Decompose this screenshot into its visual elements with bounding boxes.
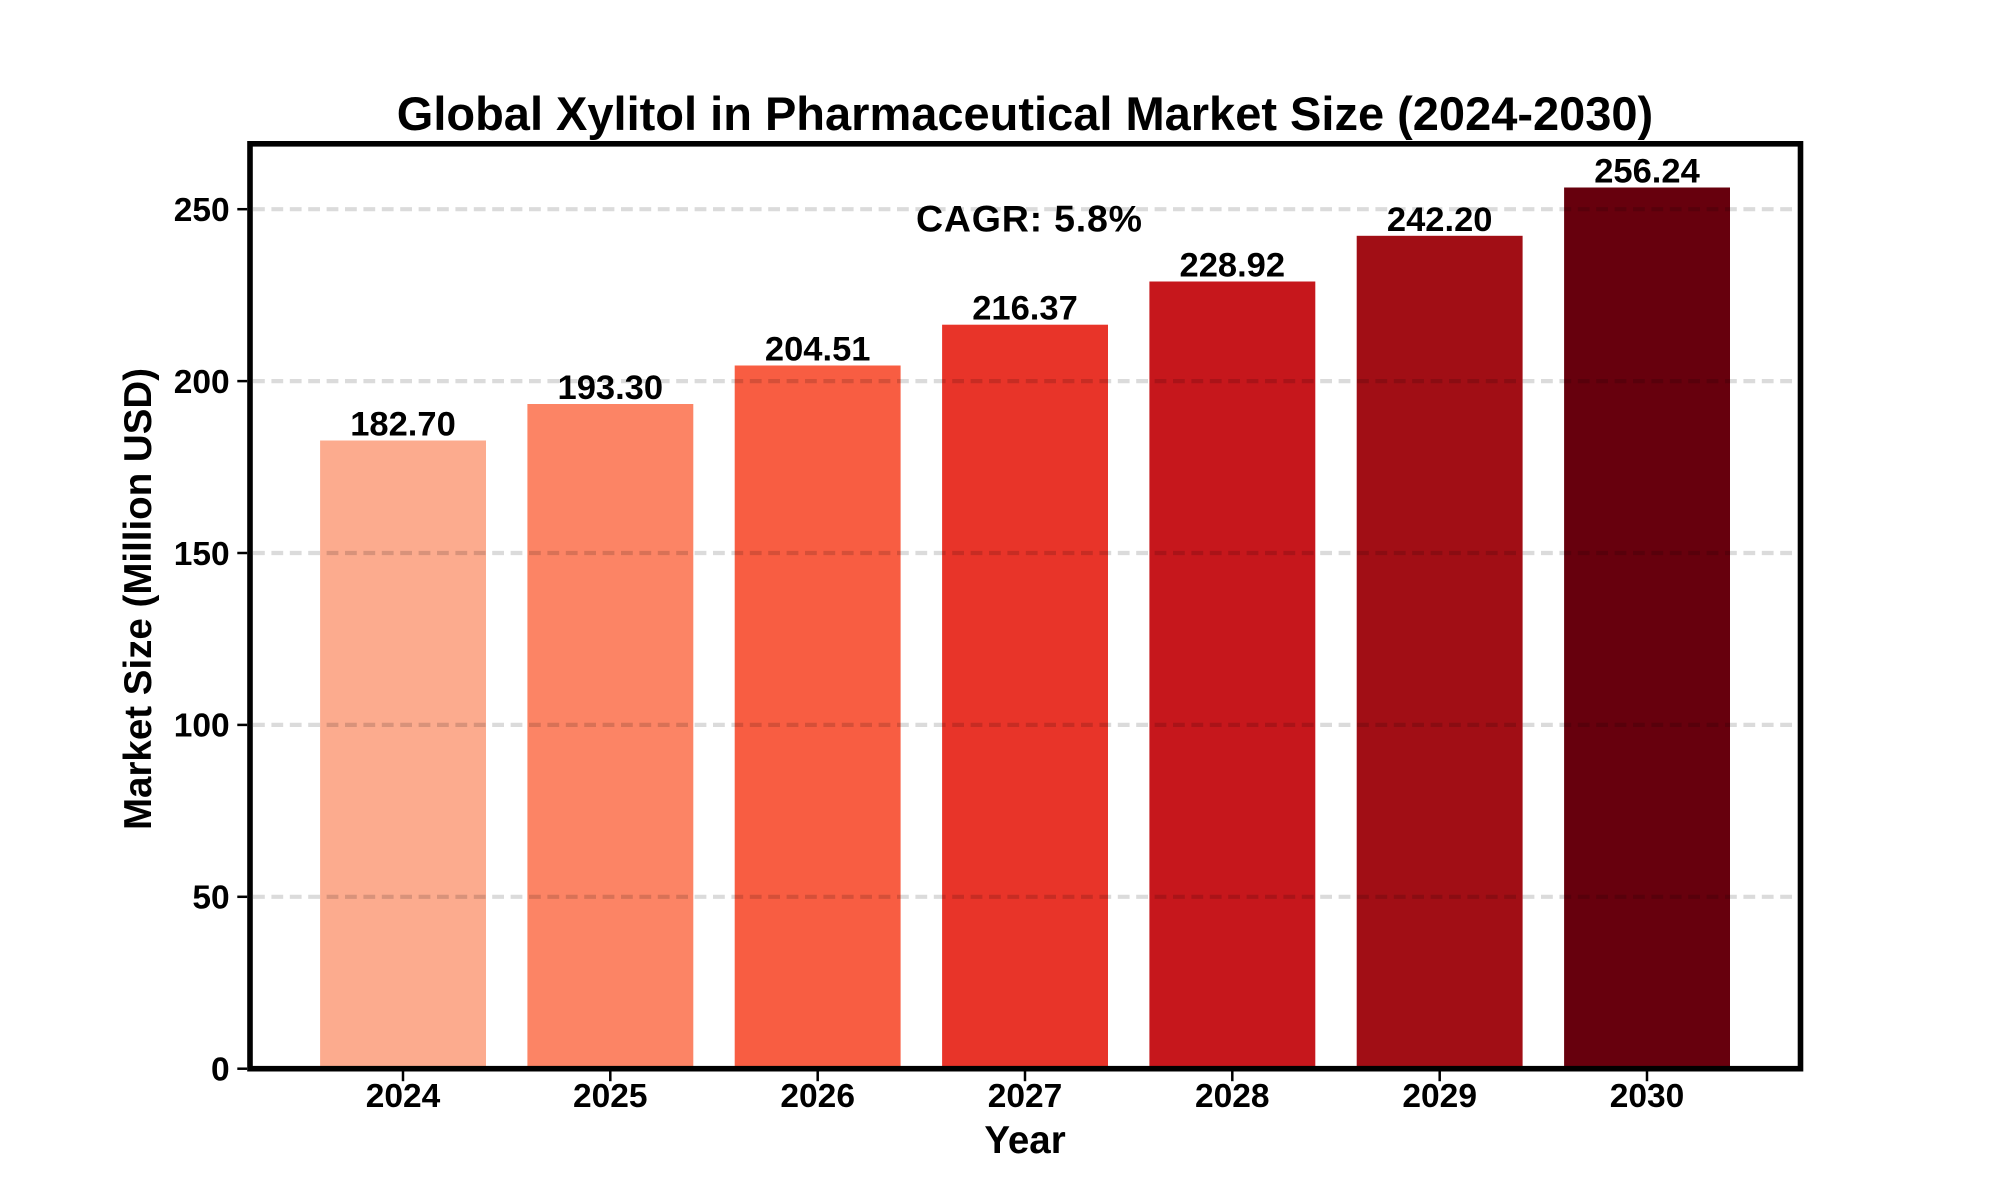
svg-text:Market Size (Million USD): Market Size (Million USD) [117, 368, 160, 830]
svg-text:Year: Year [984, 1119, 1065, 1162]
svg-text:250: 250 [174, 192, 230, 229]
svg-text:Global Xylitol in Pharmaceutic: Global Xylitol in Pharmaceutical Market … [397, 87, 1653, 140]
svg-text:0: 0 [211, 1052, 230, 1089]
svg-text:204.51: 204.51 [765, 331, 871, 369]
svg-text:2027: 2027 [988, 1078, 1063, 1115]
svg-text:CAGR: 5.8%: CAGR: 5.8% [916, 198, 1143, 240]
svg-text:2028: 2028 [1195, 1078, 1270, 1115]
svg-text:228.92: 228.92 [1180, 247, 1286, 285]
svg-text:242.20: 242.20 [1387, 201, 1493, 239]
svg-text:2029: 2029 [1402, 1078, 1477, 1115]
svg-text:2025: 2025 [573, 1078, 648, 1115]
svg-text:200: 200 [174, 364, 230, 401]
svg-text:2026: 2026 [780, 1078, 855, 1115]
svg-text:193.30: 193.30 [558, 369, 664, 407]
svg-text:216.37: 216.37 [972, 290, 1078, 328]
svg-text:2024: 2024 [366, 1078, 441, 1115]
svg-text:150: 150 [174, 536, 230, 573]
svg-text:100: 100 [174, 708, 230, 745]
svg-text:182.70: 182.70 [350, 406, 456, 444]
svg-text:2030: 2030 [1610, 1078, 1685, 1115]
svg-text:256.24: 256.24 [1594, 153, 1700, 191]
svg-text:50: 50 [192, 880, 229, 917]
